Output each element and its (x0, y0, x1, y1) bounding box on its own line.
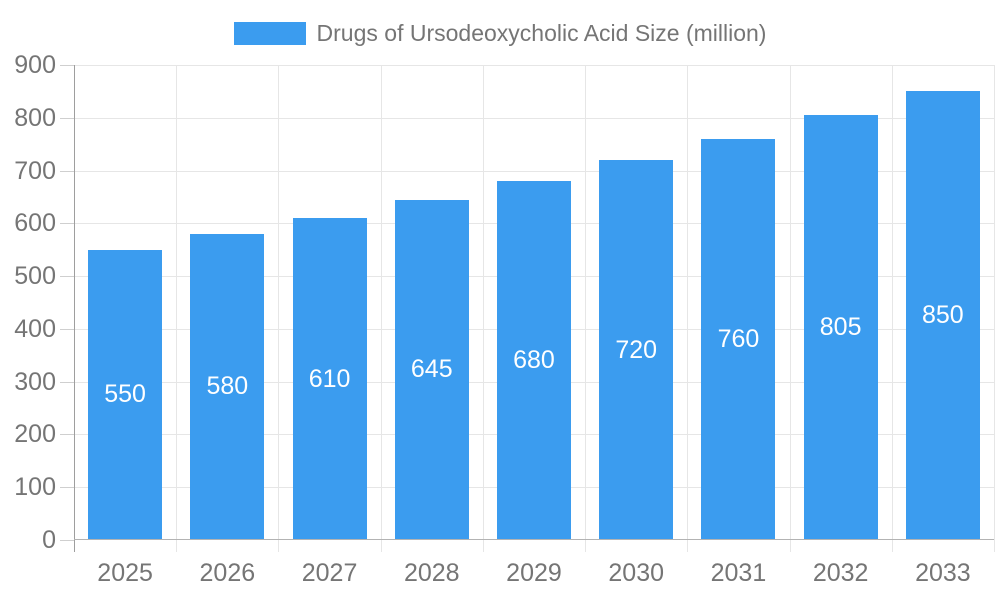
plot-area: 550 580 610 645 680 720 760 805 850 (74, 65, 995, 552)
y-tick-mark (60, 65, 74, 66)
bar-2031[interactable]: 760 (701, 138, 776, 540)
y-tick-mark (60, 328, 74, 330)
x-tick-label: 2031 (710, 559, 767, 587)
horizontal-gridline (74, 170, 994, 172)
legend-label: Drugs of Ursodeoxycholic Acid Size (mill… (316, 20, 767, 46)
y-tick-label: 900 (14, 51, 56, 79)
vertical-gridline (381, 65, 382, 552)
bar-value-label: 805 (819, 313, 862, 342)
category-cell: 645 (381, 65, 483, 540)
bar-2030[interactable]: 720 (599, 160, 674, 540)
legend-swatch (233, 22, 306, 45)
y-tick-label: 400 (14, 314, 56, 343)
y-axis-line (74, 65, 75, 552)
vertical-gridline (687, 65, 688, 552)
category-cell: 550 (74, 65, 176, 540)
x-tick-label: 2026 (199, 559, 256, 587)
x-tick-label: 2028 (403, 559, 460, 587)
category-cell: 680 (483, 65, 585, 540)
y-tick-label: 0 (42, 526, 56, 554)
y-tick-label: 600 (14, 209, 56, 238)
category-cell: 805 (790, 65, 892, 540)
vertical-gridline (790, 65, 791, 552)
vertical-gridline (278, 65, 279, 552)
bar-2027[interactable]: 610 (292, 218, 367, 540)
y-tick-mark (60, 540, 74, 541)
horizontal-gridline (74, 117, 994, 119)
y-tick-mark (60, 223, 74, 225)
x-tick-label: 2030 (608, 559, 665, 587)
y-tick-mark (60, 434, 74, 436)
vertical-gridline (994, 65, 995, 552)
x-tick-label: 2029 (506, 559, 562, 587)
y-tick-label: 100 (14, 473, 56, 502)
bar-2026[interactable]: 580 (190, 233, 265, 540)
category-cell: 760 (687, 65, 789, 540)
x-axis-line (74, 539, 994, 540)
bar-value-label: 680 (513, 346, 555, 375)
bars-layer: 550 580 610 645 680 720 760 805 850 (74, 65, 994, 540)
category-cell: 580 (176, 65, 278, 540)
y-tick-mark (60, 170, 74, 172)
bar-2025[interactable]: 550 (88, 249, 163, 540)
vertical-gridline (483, 65, 484, 552)
category-cell: 610 (278, 65, 380, 540)
y-tick-label: 200 (14, 420, 56, 449)
x-tick-label: 2032 (812, 559, 869, 587)
y-tick-mark (60, 276, 74, 278)
y-tick-label: 500 (14, 262, 56, 291)
bar-2032[interactable]: 805 (803, 115, 878, 540)
bar-value-label: 580 (206, 372, 249, 401)
category-cell: 850 (892, 65, 994, 540)
chart-legend[interactable]: Drugs of Ursodeoxycholic Acid Size (mill… (0, 20, 1000, 47)
y-tick-mark (60, 487, 74, 489)
y-tick-label: 700 (14, 156, 56, 185)
x-tick-label: 2033 (915, 559, 971, 587)
x-tick-label: 2027 (301, 559, 358, 587)
bar-value-label: 550 (104, 380, 146, 409)
y-tick-label: 800 (14, 103, 56, 132)
y-tick-mark (60, 117, 74, 119)
bar-value-label: 850 (922, 301, 964, 330)
y-tick-label: 300 (14, 367, 56, 396)
bar-2033[interactable]: 850 (905, 91, 980, 540)
vertical-gridline (585, 65, 586, 552)
bar-value-label: 610 (308, 364, 351, 393)
horizontal-gridline (74, 65, 994, 66)
bar-value-label: 760 (717, 324, 760, 353)
bar-value-label: 720 (615, 335, 658, 364)
category-cell: 720 (585, 65, 687, 540)
x-tick-label: 2025 (97, 559, 153, 587)
bar-2028[interactable]: 645 (394, 199, 469, 540)
y-tick-mark (60, 381, 74, 383)
bar-value-label: 645 (410, 355, 453, 384)
vertical-gridline (176, 65, 177, 552)
bar-2029[interactable]: 680 (496, 181, 571, 540)
vertical-gridline (892, 65, 893, 552)
